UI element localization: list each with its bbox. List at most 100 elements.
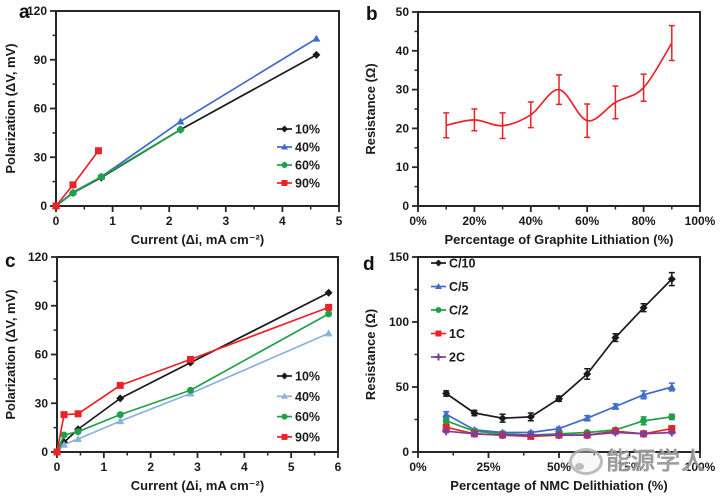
x-tick-label: 0 [53,214,60,228]
x-tick-label: 100% [685,460,716,474]
y-tick-label: 60 [35,348,49,362]
x-tick-label: 2 [147,460,154,474]
legend-label: 2C [449,351,465,365]
marker-plus-icon [526,431,535,440]
x-tick-label: 0% [409,460,427,474]
y-tick-label: 120 [28,250,48,264]
marker-plus-icon [435,353,442,361]
marker-plus-icon [442,427,451,436]
marker-diamond-icon [281,125,288,133]
marker-square-icon [52,202,60,210]
marker-diamond-icon [639,303,648,312]
marker-diamond-icon [442,389,451,398]
marker-circle-icon [325,310,333,318]
marker-diamond-icon [435,259,442,267]
panel-letter-b: b [366,4,378,25]
chart-a-polarization-vs-current: 0 1 2 3 4 5 0 30 60 90 120 Current (Δi, mA cm⁻²) Pol… [3,4,343,247]
x-tick-label: 50% [547,460,571,474]
marker-triangle-icon [324,329,333,337]
marker-square-icon [116,381,124,389]
series-line-90% [55,150,100,207]
marker-square-icon [53,448,61,456]
marker-diamond-icon [312,50,321,59]
marker-circle-icon [74,428,82,436]
marker-plus-icon [470,429,479,438]
legend-label: C/10 [449,257,475,271]
x-tick-label: 25% [476,460,500,474]
marker-circle-icon [60,431,68,439]
marker-triangle-icon [312,34,321,42]
marker-plus-icon [611,428,620,437]
marker-square-icon [281,180,288,186]
marker-square-icon [60,411,68,419]
marker-square-icon [186,355,194,363]
x-tick-label: 6 [335,460,342,474]
y-axis-title: Polarization (ΔV, mV) [3,43,18,173]
marker-triangle-icon [583,414,592,422]
x-tick-label: 3 [222,214,229,228]
marker-diamond-icon [116,394,125,403]
y-tick-label: 30 [34,150,48,164]
x-tick-label: 40% [519,214,543,228]
legend-label: C/2 [449,304,469,318]
panel-letter-d: d [363,254,375,275]
y-tick-label: 120 [27,4,47,18]
marker-triangle-icon [116,417,125,425]
marker-triangle-icon [442,410,451,418]
legend-label: 60% [295,410,320,424]
y-axis-title: Resistance (Ω) [363,63,378,154]
x-tick-label: 80% [632,214,656,228]
marker-square-icon [94,147,102,155]
marker-circle-icon [97,173,105,181]
panel-letter-c: c [5,251,16,272]
marker-circle-icon [69,189,77,197]
marker-circle-icon [281,413,288,420]
series-line-Resistance [446,42,673,127]
y-tick-label: 50 [396,5,410,19]
x-tick-label: 3 [194,460,201,474]
marker-triangle-icon [281,143,288,150]
marker-square-icon [325,303,333,311]
y-tick-label: 20 [396,121,410,135]
marker-diamond-icon [526,412,535,421]
x-axis-title: Percentage of NMC Delithiation (%) [450,478,667,493]
watermark: 能源学人 [569,448,706,475]
x-tick-label: 4 [279,214,286,228]
marker-plus-icon [498,431,507,440]
marker-triangle-icon [435,283,442,289]
panel-letter-a: a [19,2,30,23]
marker-diamond-icon [470,409,479,417]
y-axis-title: Polarization (ΔV, mV) [3,289,18,419]
marker-diamond-icon [667,275,676,284]
y-axis-title: Resistance (Ω) [363,309,378,400]
marker-diamond-icon [555,394,563,403]
marker-circle-icon [640,417,648,425]
legend-label: 10% [295,123,320,137]
legend-label: 90% [295,177,320,191]
x-tick-label: 0 [54,460,61,474]
x-tick-label: 75% [617,460,641,474]
panel-d: d 0% 25% 50% 75% 100% 0 50 100 150 Percentage of … [360,248,720,497]
x-tick-label: 2 [166,214,173,228]
y-tick-label: 0 [40,199,47,213]
marker-circle-icon [177,126,185,134]
legend-label: 1C [449,327,465,341]
marker-triangle-icon [281,392,288,399]
marker-triangle-icon [555,424,563,432]
panel-a: a 0 1 2 3 4 5 0 30 60 90 120 Current (Δi, mA cm⁻²) P… [0,0,360,248]
series-line-90% [56,306,329,453]
error-bar [668,24,675,62]
marker-circle-icon [281,162,288,168]
marker-plus-icon [583,431,592,440]
series-line-10% [56,291,330,453]
marker-triangle-icon [176,117,185,125]
chart-d-resistance-vs-nmc-delithiation: 0% 25% 50% 75% 100% 0 50 100 150 Percentage of NM… [363,250,716,493]
legend-label: C/5 [449,280,469,294]
y-tick-label: 100 [389,315,409,329]
panel-b: b 0% 20% 40% 60% 80% 100% 0 10 20 30 40 50 Percentag… [360,0,720,248]
marker-circle-icon [668,413,676,421]
marker-diamond-icon [611,333,620,342]
y-tick-label: 10 [396,160,410,174]
marker-plus-icon [555,431,563,440]
y-tick-label: 90 [35,299,49,313]
